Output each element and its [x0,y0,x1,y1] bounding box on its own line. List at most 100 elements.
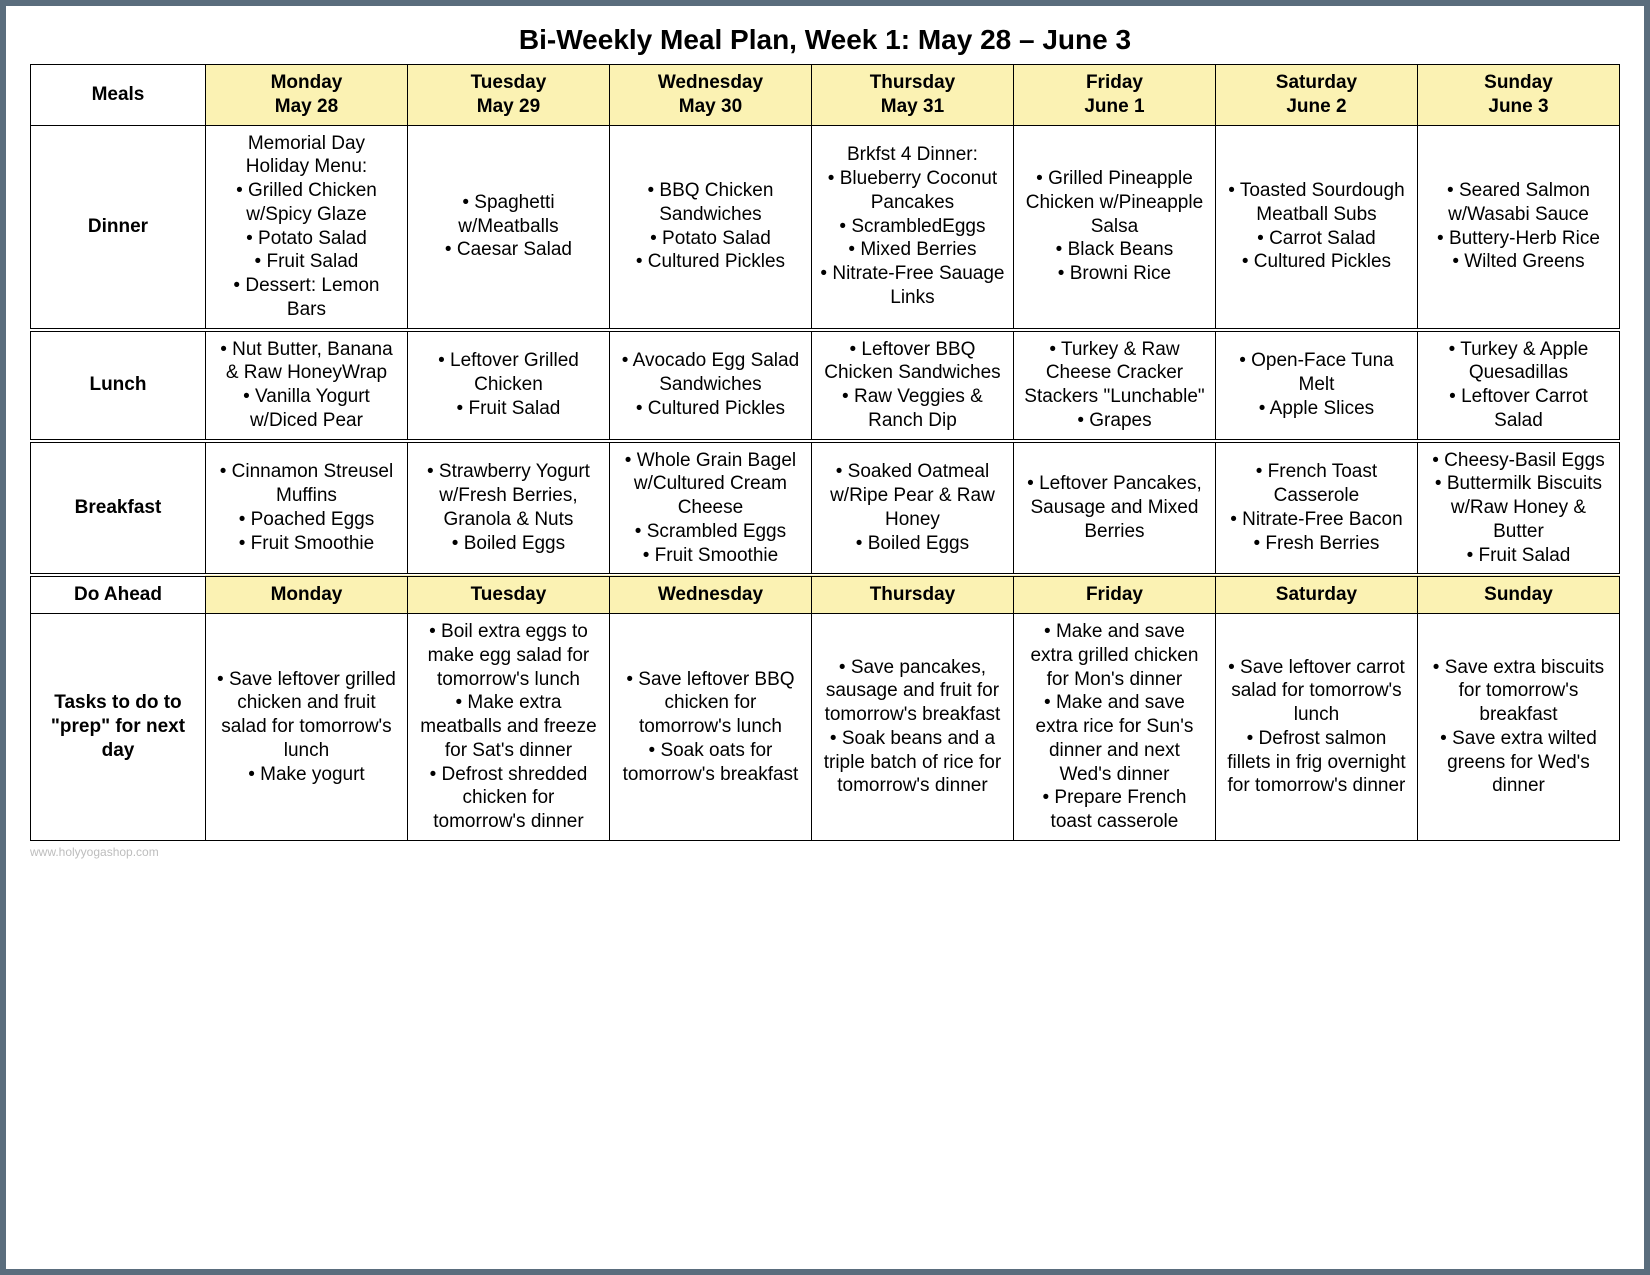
day-date: June 3 [1488,96,1548,117]
cell-item-list: Save leftover grilled chicken and fruit … [214,668,399,787]
day-name: Sunday [1484,72,1553,93]
meal-cell: Cinnamon Streusel MuffinsPoached EggsFru… [205,441,407,576]
header-thursday: Thursday May 31 [811,65,1013,126]
cell-item: Raw Veggies & Ranch Dip [820,385,1005,433]
cell-item-list: Turkey & Apple QuesadillasLeftover Carro… [1426,338,1611,433]
cell-item: Leftover Grilled Chicken [416,349,601,397]
cell-item: Fruit Salad [1426,544,1611,568]
meal-cell: Spaghetti w/MeatballsCaesar Salad [407,125,609,330]
meal-row: DinnerMemorial Day Holiday Menu:Grilled … [31,125,1620,330]
cell-item: Browni Rice [1022,262,1207,286]
meal-cell: Save leftover carrot salad for tomorrow'… [1215,614,1417,841]
footer-text: www.holyyogashop.com [30,845,1620,859]
cell-item-list: Seared Salmon w/Wasabi SauceButtery-Herb… [1426,179,1611,274]
cell-item-list: Grilled Pineapple Chicken w/Pineapple Sa… [1022,167,1207,286]
meal-cell: Leftover BBQ Chicken SandwichesRaw Veggi… [811,330,1013,441]
cell-item: Save leftover BBQ chicken for tomorrow's… [618,668,803,739]
meal-cell: Save extra biscuits for tomorrow's break… [1417,614,1619,841]
cell-item: Fruit Smoothie [618,544,803,568]
meal-cell: Leftover Grilled ChickenFruit Salad [407,330,609,441]
cell-item-list: Toasted Sourdough Meatball SubsCarrot Sa… [1224,179,1409,274]
cell-item: Grilled Pineapple Chicken w/Pineapple Sa… [1022,167,1207,238]
meal-plan-table: Meals Monday May 28 Tuesday May 29 Wedne… [30,64,1620,841]
cell-item: Save leftover grilled chicken and fruit … [214,668,399,763]
meal-cell: Nut Butter, Banana & Raw HoneyWrapVanill… [205,330,407,441]
cell-item: Spaghetti w/Meatballs [416,191,601,239]
do-ahead-day-header: Saturday [1215,575,1417,613]
meal-cell: Brkfst 4 Dinner:Blueberry Coconut Pancak… [811,125,1013,330]
meal-row-label: Dinner [31,125,206,330]
meal-cell: Strawberry Yogurt w/Fresh Berries, Grano… [407,441,609,576]
day-name: Saturday [1276,72,1357,93]
day-date: May 31 [881,96,944,117]
cell-item-list: Nut Butter, Banana & Raw HoneyWrapVanill… [214,338,399,433]
tasks-row-label: Tasks to do to "prep" for next day [31,614,206,841]
cell-item: Boil extra eggs to make egg salad for to… [416,620,601,691]
do-ahead-label: Do Ahead [31,575,206,613]
cell-item: Turkey & Apple Quesadillas [1426,338,1611,386]
meal-row: BreakfastCinnamon Streusel MuffinsPoache… [31,441,1620,576]
cell-item: Potato Salad [214,227,399,251]
meal-cell: Grilled Pineapple Chicken w/Pineapple Sa… [1013,125,1215,330]
cell-item: Grapes [1022,409,1207,433]
cell-item: Leftover BBQ Chicken Sandwiches [820,338,1005,386]
cell-item: Make and save extra rice for Sun's dinne… [1022,691,1207,786]
header-monday: Monday May 28 [205,65,407,126]
cell-item-list: Boil extra eggs to make egg salad for to… [416,620,601,834]
meal-row: LunchNut Butter, Banana & Raw HoneyWrapV… [31,330,1620,441]
header-meals-label: Meals [31,65,206,126]
cell-item-list: Save leftover BBQ chicken for tomorrow's… [618,668,803,787]
cell-item-list: Turkey & Raw Cheese Cracker Stackers "Lu… [1022,338,1207,433]
meal-cell: Save pancakes, sausage and fruit for tom… [811,614,1013,841]
cell-item: Defrost shredded chicken for tomorrow's … [416,763,601,834]
day-name: Wednesday [658,72,763,93]
meal-cell: Make and save extra grilled chicken for … [1013,614,1215,841]
meal-cell: Open-Face Tuna MeltApple Slices [1215,330,1417,441]
cell-lead-text: Brkfst 4 Dinner: [820,143,1005,167]
page-title: Bi-Weekly Meal Plan, Week 1: May 28 – Ju… [30,24,1620,56]
day-date: May 30 [679,96,742,117]
cell-item-list: Leftover Pancakes, Sausage and Mixed Ber… [1022,472,1207,543]
cell-item: Apple Slices [1224,397,1409,421]
do-ahead-day-header: Thursday [811,575,1013,613]
cell-item: Buttery-Herb Rice [1426,227,1611,251]
do-ahead-day-header: Friday [1013,575,1215,613]
cell-item: Poached Eggs [214,508,399,532]
cell-item: Vanilla Yogurt w/Diced Pear [214,385,399,433]
page-frame: Bi-Weekly Meal Plan, Week 1: May 28 – Ju… [0,0,1650,1275]
header-sunday: Sunday June 3 [1417,65,1619,126]
day-name: Tuesday [471,72,547,93]
day-date: June 2 [1286,96,1346,117]
cell-item: Soaked Oatmeal w/Ripe Pear & Raw Honey [820,460,1005,531]
cell-item-list: Make and save extra grilled chicken for … [1022,620,1207,834]
cell-item: Save extra biscuits for tomorrow's break… [1426,656,1611,727]
meal-row-label: Lunch [31,330,206,441]
cell-item: Toasted Sourdough Meatball Subs [1224,179,1409,227]
meal-cell: BBQ Chicken SandwichesPotato SaladCultur… [609,125,811,330]
day-date: May 29 [477,96,540,117]
cell-item-list: Blueberry Coconut PancakesScrambledEggsM… [820,167,1005,310]
day-date: May 28 [275,96,338,117]
cell-item-list: Cheesy-Basil EggsButtermilk Biscuits w/R… [1426,449,1611,568]
cell-item: Wilted Greens [1426,250,1611,274]
cell-item-list: Leftover Grilled ChickenFruit Salad [416,349,601,420]
cell-item-list: Whole Grain Bagel w/Cultured Cream Chees… [618,449,803,568]
cell-item: Black Beans [1022,238,1207,262]
cell-item: Seared Salmon w/Wasabi Sauce [1426,179,1611,227]
cell-item: Mixed Berries [820,238,1005,262]
cell-item: Buttermilk Biscuits w/Raw Honey & Butter [1426,472,1611,543]
cell-item: Fruit Salad [214,250,399,274]
meal-cell: Avocado Egg Salad SandwichesCultured Pic… [609,330,811,441]
cell-item: Defrost salmon fillets in frig overnight… [1224,727,1409,798]
do-ahead-header-row: Do AheadMondayTuesdayWednesdayThursdayFr… [31,575,1620,613]
cell-item-list: BBQ Chicken SandwichesPotato SaladCultur… [618,179,803,274]
cell-item: Blueberry Coconut Pancakes [820,167,1005,215]
cell-item: Prepare French toast casserole [1022,786,1207,834]
meal-cell: French Toast CasseroleNitrate-Free Bacon… [1215,441,1417,576]
cell-item: Turkey & Raw Cheese Cracker Stackers "Lu… [1022,338,1207,409]
meal-cell: Leftover Pancakes, Sausage and Mixed Ber… [1013,441,1215,576]
cell-item: Potato Salad [618,227,803,251]
cell-item-list: Save extra biscuits for tomorrow's break… [1426,656,1611,799]
cell-item: Grilled Chicken w/Spicy Glaze [214,179,399,227]
cell-item: Cultured Pickles [618,250,803,274]
